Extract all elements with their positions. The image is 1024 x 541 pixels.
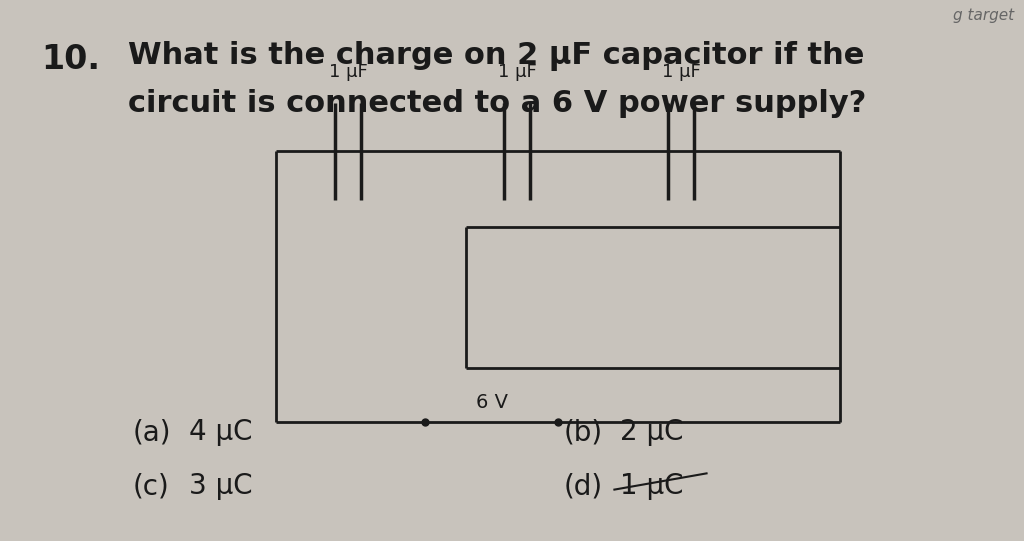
Text: What is the charge on 2 μF capacitor if the: What is the charge on 2 μF capacitor if … bbox=[128, 41, 864, 70]
Text: 2 μC: 2 μC bbox=[620, 418, 683, 446]
Text: 1 μF: 1 μF bbox=[498, 63, 537, 81]
Text: 4 μC: 4 μC bbox=[189, 418, 253, 446]
Text: 3 μC: 3 μC bbox=[189, 472, 253, 500]
Text: 1 μF: 1 μF bbox=[662, 63, 700, 81]
Text: (c): (c) bbox=[133, 472, 170, 500]
Text: (d): (d) bbox=[563, 472, 602, 500]
Text: g target: g target bbox=[952, 8, 1014, 23]
Text: (b): (b) bbox=[563, 418, 602, 446]
Text: 1 μF: 1 μF bbox=[329, 63, 368, 81]
Text: 1 μC: 1 μC bbox=[620, 472, 683, 500]
Text: 10.: 10. bbox=[41, 43, 100, 76]
Text: (a): (a) bbox=[133, 418, 172, 446]
Text: 6 V: 6 V bbox=[475, 393, 508, 412]
Text: circuit is connected to a 6 V power supply?: circuit is connected to a 6 V power supp… bbox=[128, 89, 866, 118]
